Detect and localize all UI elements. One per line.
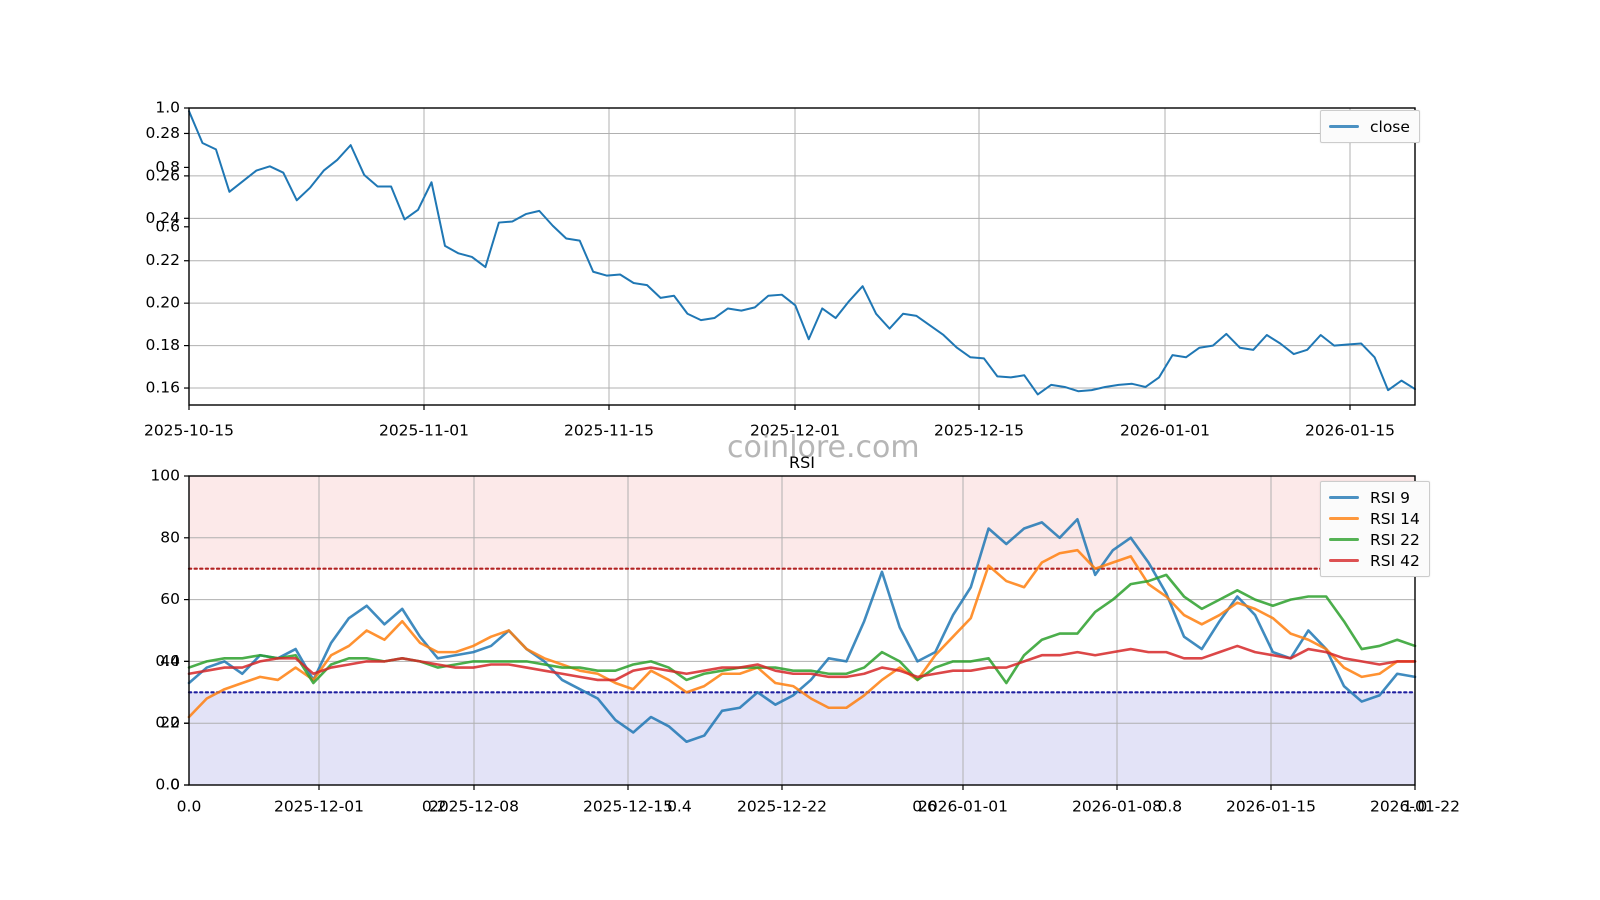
oversold-band xyxy=(189,692,1415,785)
legend-item-label: RSI 22 xyxy=(1370,530,1420,549)
price-ytick-label: 0.26 xyxy=(145,166,180,184)
rsi-legend-item[interactable]: RSI 14 xyxy=(1329,508,1420,529)
price-ytick-label: 0.22 xyxy=(145,251,180,269)
rsi-xtick-label: 2026-01-22 xyxy=(1370,798,1460,816)
legend-color-swatch xyxy=(1329,516,1359,521)
rsi-ytick-label: 40 xyxy=(160,652,180,670)
rsi-plot-svg: 0 20 40 60 80 100 0.4 0.2 0.0 2025-12-01 2025-12-0… xyxy=(150,467,1460,816)
rsi-ytick-label: 100 xyxy=(150,467,180,485)
legend-item-label: RSI 14 xyxy=(1370,509,1420,528)
rsi-ghost-xtick-label: 1.0 xyxy=(1403,798,1428,816)
price-close-line xyxy=(188,110,1416,396)
rsi-subplot-title: RSI xyxy=(789,453,815,472)
price-chart-panel: 0.16 0.18 0.20 0.22 0.24 0.26 0.28 0.6 0.8 1.0 202… xyxy=(144,99,1416,440)
price-ytick-label: 0.28 xyxy=(145,124,180,142)
price-xtick-label: 2026-01-01 xyxy=(1120,422,1210,440)
rsi-legend-item[interactable]: RSI 22 xyxy=(1329,529,1420,550)
rsi-series-line-3 xyxy=(187,644,1417,682)
rsi-ghost-xtick-label: 0.8 xyxy=(1157,798,1182,816)
legend-color-swatch xyxy=(1329,495,1359,500)
price-plot-svg: 0.16 0.18 0.20 0.22 0.24 0.26 0.28 0.6 0.8 1.0 202… xyxy=(144,99,1416,440)
rsi-ghost-ytick-label: 0.4 xyxy=(155,652,180,670)
rsi-series-line-0 xyxy=(187,517,1417,744)
rsi-ghost-xtick-label: 0.2 xyxy=(422,798,447,816)
rsi-ghost-ytick-label: 0.2 xyxy=(155,714,180,732)
price-ghost-ytick-label: 0.6 xyxy=(155,217,180,235)
rsi-xtick-label: 2026-01-08 xyxy=(1072,798,1162,816)
rsi-axes-frame xyxy=(188,475,1416,786)
rsi-xtick-label: 2026-01-15 xyxy=(1226,798,1316,816)
rsi-legend-item[interactable]: RSI 9 xyxy=(1329,487,1420,508)
overbought-band xyxy=(189,476,1415,569)
price-ytick-label: 0.18 xyxy=(145,336,180,354)
rsi-xtick-label: 2025-12-08 xyxy=(429,798,519,816)
rsi-legend[interactable]: RSI 9 RSI 14 RSI 22 RSI 42 xyxy=(1320,481,1430,577)
watermark-coinlore: coinlore.com xyxy=(727,430,920,465)
price-ghost-ytick-label: 1.0 xyxy=(155,99,180,117)
rsi-xtick-label: 2025-12-15 xyxy=(583,798,673,816)
price-xtick-label: 2025-11-15 xyxy=(564,422,654,440)
price-xtick-label: 2025-11-01 xyxy=(379,422,469,440)
rsi-xtick-label: 2026-01-01 xyxy=(918,798,1008,816)
rsi-ghost-xtick-label: 0.6 xyxy=(912,798,937,816)
price-xtick-label: 2025-12-15 xyxy=(934,422,1024,440)
price-ytick-label: 0.24 xyxy=(145,209,180,227)
rsi-ytick-label: 80 xyxy=(160,528,180,546)
legend-item-label: RSI 42 xyxy=(1370,551,1420,570)
price-ytick-label: 0.16 xyxy=(145,379,180,397)
rsi-series-line-2 xyxy=(187,573,1417,685)
price-xtick-label: 2025-10-15 xyxy=(144,422,234,440)
price-ytick-label: 0.20 xyxy=(145,294,180,312)
price-xtick-label: 2025-12-01 xyxy=(750,422,840,440)
legend-color-swatch xyxy=(1329,124,1359,129)
legend-color-swatch xyxy=(1329,537,1359,542)
rsi-ytick-label: 60 xyxy=(160,590,180,608)
rsi-ghost-xtick-label: 0.0 xyxy=(177,798,202,816)
rsi-series-line-1 xyxy=(187,548,1417,719)
rsi-ghost-xtick-label: 0.4 xyxy=(667,798,692,816)
rsi-ghost-ytick-label: 0.0 xyxy=(155,776,180,794)
rsi-ytick-label: 20 xyxy=(160,714,180,732)
rsi-legend-item[interactable]: RSI 42 xyxy=(1329,550,1420,571)
price-legend[interactable]: close xyxy=(1320,110,1420,143)
price-ghost-ytick-label: 0.8 xyxy=(155,158,180,176)
rsi-xtick-label: 2025-12-22 xyxy=(737,798,827,816)
rsi-xtick-label: 2025-12-01 xyxy=(274,798,364,816)
legend-color-swatch xyxy=(1329,558,1359,563)
price-xtick-label: 2026-01-15 xyxy=(1305,422,1395,440)
legend-item-label: close xyxy=(1370,117,1410,136)
rsi-ytick-label: 0 xyxy=(170,776,180,794)
rsi-chart-panel: 0 20 40 60 80 100 0.4 0.2 0.0 2025-12-01 2025-12-0… xyxy=(0,460,1600,900)
price-legend-item[interactable]: close xyxy=(1329,116,1410,137)
price-axes-frame xyxy=(188,107,1416,406)
legend-item-label: RSI 9 xyxy=(1370,488,1410,507)
